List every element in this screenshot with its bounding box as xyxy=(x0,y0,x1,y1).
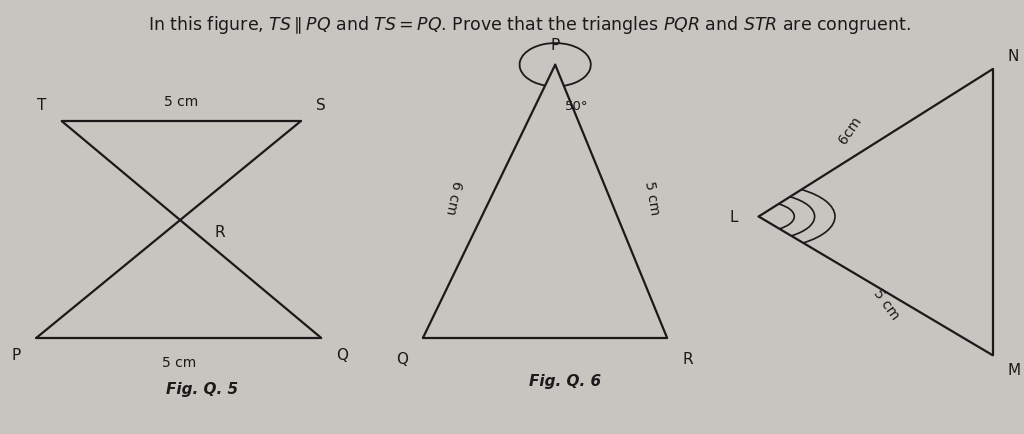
Text: 5 cm: 5 cm xyxy=(164,95,199,109)
Text: S: S xyxy=(316,98,326,113)
Text: R: R xyxy=(682,351,693,366)
Text: L: L xyxy=(730,210,738,224)
Text: 6 cm: 6 cm xyxy=(443,179,464,216)
Text: 6cm: 6cm xyxy=(836,114,864,147)
Text: In this figure, $TS \parallel PQ$ and $TS = PQ$. Prove that the triangles $PQR$ : In this figure, $TS \parallel PQ$ and $T… xyxy=(148,14,911,36)
Text: P: P xyxy=(551,38,560,53)
Text: 5 cm: 5 cm xyxy=(642,180,662,216)
Text: 50°: 50° xyxy=(565,100,589,113)
Text: Fig. Q. 6: Fig. Q. 6 xyxy=(529,373,601,388)
Text: R: R xyxy=(214,225,225,240)
Text: P: P xyxy=(12,347,22,362)
Text: Q: Q xyxy=(395,351,408,366)
Text: Q: Q xyxy=(337,347,348,362)
Text: 5 cm: 5 cm xyxy=(162,355,196,369)
Text: Fig. Q. 5: Fig. Q. 5 xyxy=(166,381,238,396)
Text: N: N xyxy=(1008,49,1019,63)
Text: M: M xyxy=(1008,362,1021,377)
Text: 5 cm: 5 cm xyxy=(870,286,901,322)
Text: T: T xyxy=(37,98,46,113)
